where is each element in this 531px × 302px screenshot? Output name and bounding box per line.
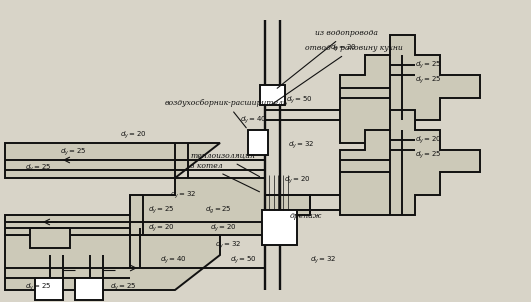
Polygon shape [5,143,220,178]
Polygon shape [340,35,480,143]
Bar [30,228,70,248]
Text: $d_y=32$: $d_y=32$ [170,189,196,201]
Text: $d_y=25$: $d_y=25$ [25,162,52,174]
Text: $d_y=25$: $d_y=25$ [60,146,87,158]
Text: $d_y=32$: $d_y=32$ [288,139,314,151]
Text: $d_y=50$: $d_y=50$ [286,94,313,106]
Text: отвод в раковину кухни: отвод в раковину кухни [270,44,402,105]
Text: $d_y=25$: $d_y=25$ [415,59,441,71]
Text: $d_y=40$: $d_y=40$ [240,114,267,126]
Text: $d_y=50$: $d_y=50$ [230,254,256,266]
Text: теплоизоляция: теплоизоляция [190,152,260,177]
Text: $d_y=20$: $d_y=20$ [148,222,175,234]
Text: $d_y=32$: $d_y=32$ [310,254,336,266]
Text: $d_y=25$: $d_y=25$ [415,149,441,161]
Text: $d_y=32$: $d_y=32$ [215,239,241,251]
Text: $d_y=25$: $d_y=25$ [110,281,136,293]
Text: из водопровода: из водопровода [277,29,378,88]
Text: $d_y=20$: $d_y=20$ [210,222,237,234]
Bar [35,278,63,300]
Text: $d_y=20$: $d_y=20$ [120,129,147,141]
Text: $d_y=20$: $d_y=20$ [415,134,442,146]
Text: $d_y=20$: $d_y=20$ [330,42,357,54]
Bar [75,278,103,300]
Text: $d_y=25$: $d_y=25$ [148,204,174,216]
Polygon shape [340,110,480,215]
Text: $d_y=25$: $d_y=25$ [415,74,441,86]
Polygon shape [5,235,220,290]
Text: воздухосборник-расширитель: воздухосборник-расширитель [165,99,288,128]
Text: $d_y=20$: $d_y=20$ [284,174,311,186]
Text: $d_y=40$: $d_y=40$ [160,254,186,266]
Bar [248,130,268,155]
Text: в котел: в котел [190,162,260,192]
Polygon shape [5,178,310,235]
Bar [262,210,297,245]
Text: $d_y=25$: $d_y=25$ [25,281,52,293]
Text: дренаж: дренаж [290,212,322,220]
Text: $d_g=25$: $d_g=25$ [205,204,232,216]
Bar [260,85,285,105]
